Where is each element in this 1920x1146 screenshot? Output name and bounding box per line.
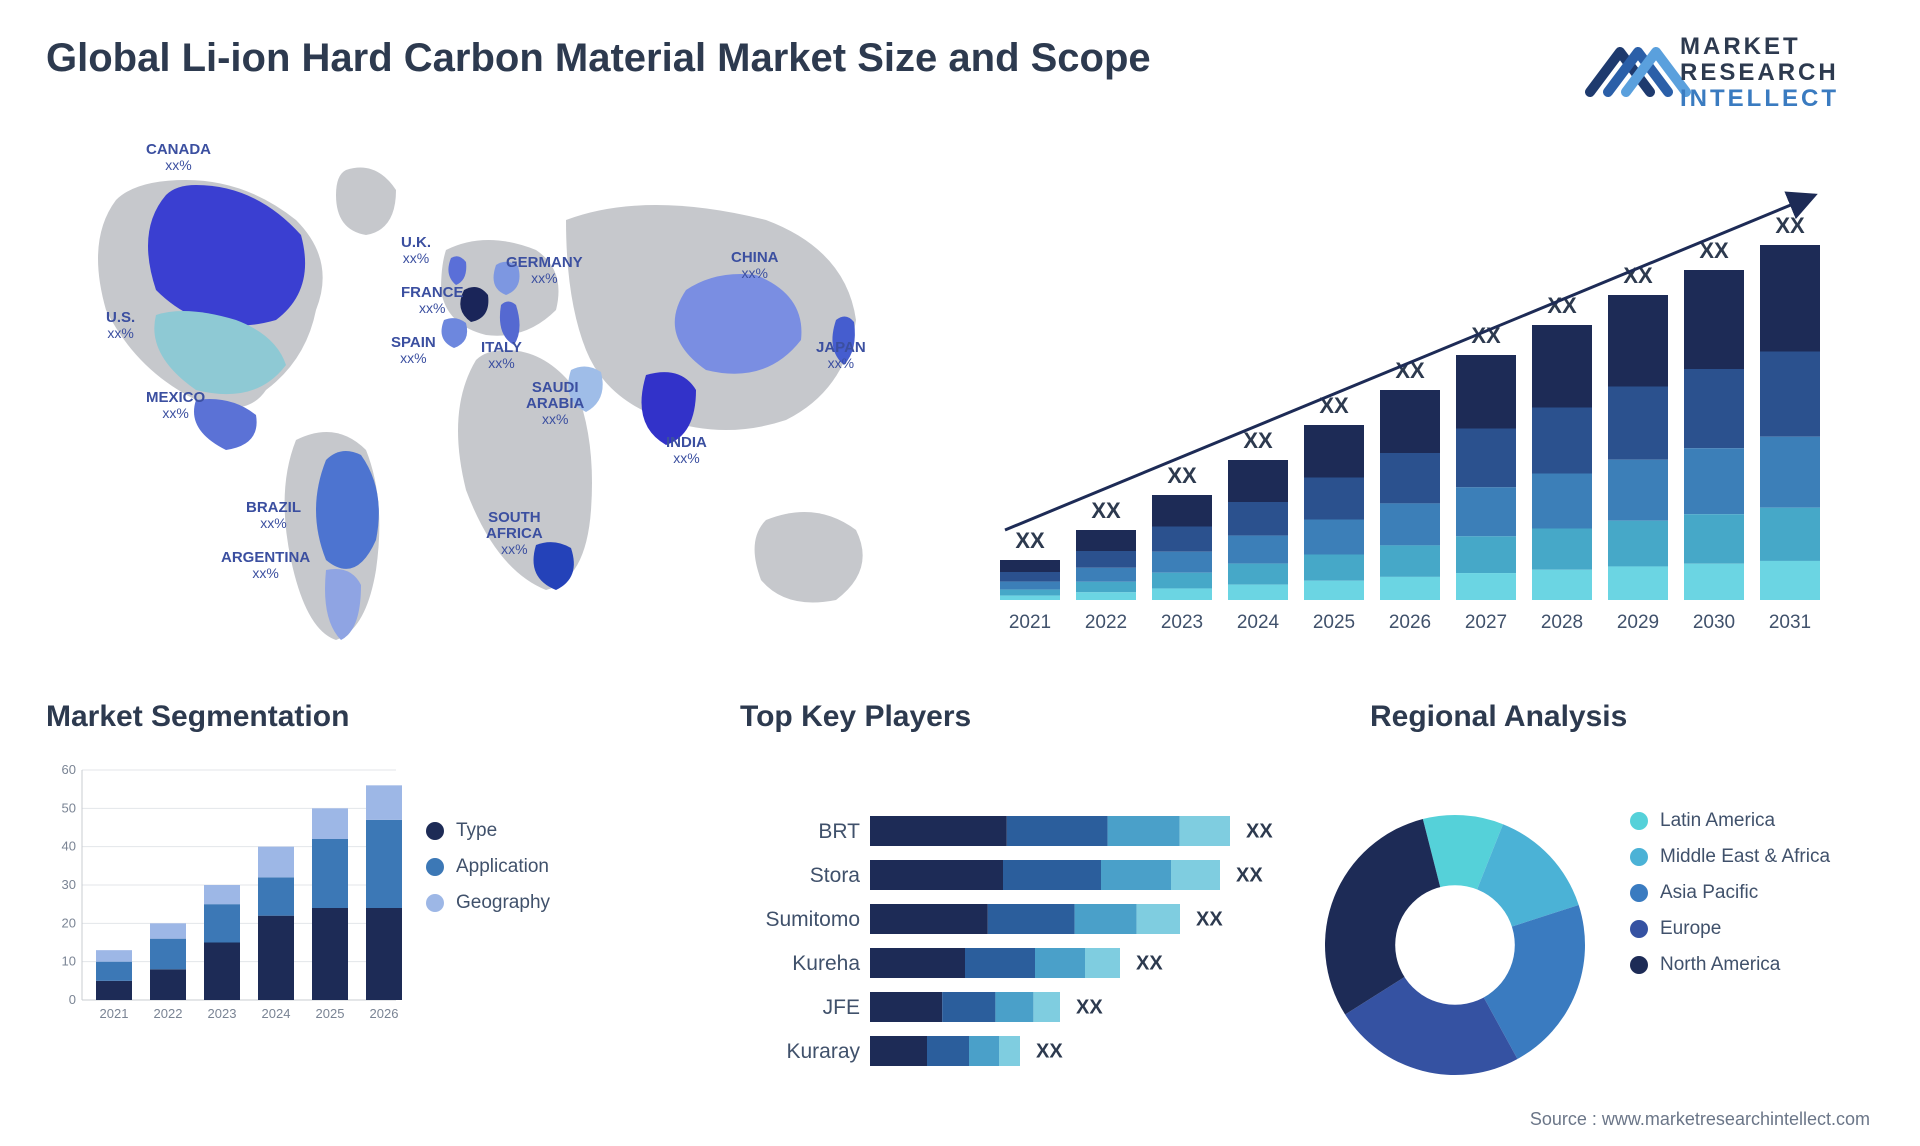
map-label: U.K.xx% — [401, 235, 431, 265]
map-label: CHINAxx% — [731, 250, 779, 280]
svg-text:20: 20 — [62, 915, 76, 930]
legend-item: Middle East & Africa — [1630, 846, 1830, 868]
map-label: SOUTHAFRICAxx% — [486, 510, 543, 556]
player-name: JFE — [690, 986, 860, 1030]
regional-heading: Regional Analysis — [1370, 700, 1627, 734]
map-label: GERMANYxx% — [506, 255, 583, 285]
key-players-chart: BRTStoraSumitomoKurehaJFEKuraray XX XX XX X… — [690, 760, 1310, 1090]
market-size-chart: XX2021XX2022XX2023XX2024XX2025XX2026XX20… — [980, 150, 1840, 660]
svg-text:2021: 2021 — [100, 1006, 129, 1021]
svg-text:2028: 2028 — [1541, 612, 1583, 633]
segmentation-heading: Market Segmentation — [46, 700, 349, 734]
legend-item: Geography — [426, 892, 550, 914]
svg-text:XX: XX — [1015, 528, 1045, 553]
player-name: BRT — [690, 810, 860, 854]
map-label: CANADAxx% — [146, 142, 211, 172]
map-label: MEXICOxx% — [146, 390, 205, 420]
svg-text:2022: 2022 — [154, 1006, 183, 1021]
map-label: SAUDIARABIAxx% — [526, 380, 584, 426]
map-label: JAPANxx% — [816, 340, 866, 370]
segmentation-chart: 0 10 20 30 40 50 60 2021 2022 2023 2024 2025 2026 Ty… — [46, 760, 636, 1090]
legend-item: Application — [426, 856, 550, 878]
svg-text:XX: XX — [1167, 463, 1197, 488]
map-label: FRANCExx% — [401, 285, 464, 315]
segmentation-legend: Type Application Geography — [426, 820, 550, 928]
svg-text:XX: XX — [1236, 865, 1263, 887]
svg-text:2025: 2025 — [1313, 612, 1355, 633]
players-heading: Top Key Players — [740, 700, 971, 734]
map-label: SPAINxx% — [391, 335, 436, 365]
svg-text:XX: XX — [1775, 213, 1805, 238]
player-name: Kuraray — [690, 1030, 860, 1074]
map-label: BRAZILxx% — [246, 500, 301, 530]
svg-text:XX: XX — [1243, 428, 1273, 453]
svg-text:2024: 2024 — [1237, 612, 1280, 633]
svg-text:2026: 2026 — [1389, 612, 1431, 633]
svg-text:MARKET: MARKET — [1680, 33, 1801, 60]
svg-text:2024: 2024 — [262, 1006, 291, 1021]
player-name: Stora — [690, 854, 860, 898]
source-text: Source : www.marketresearchintellect.com — [1530, 1109, 1870, 1130]
legend-item: Asia Pacific — [1630, 882, 1830, 904]
svg-text:2025: 2025 — [316, 1006, 345, 1021]
svg-text:2031: 2031 — [1769, 612, 1811, 633]
svg-text:2027: 2027 — [1465, 612, 1507, 633]
svg-text:XX: XX — [1196, 909, 1223, 931]
svg-text:2026: 2026 — [370, 1006, 399, 1021]
brand-logo: MARKET RESEARCH INTELLECT — [1570, 22, 1870, 122]
player-name: Sumitomo — [690, 898, 860, 942]
map-label: U.S.xx% — [106, 310, 135, 340]
svg-text:0: 0 — [69, 992, 76, 1007]
svg-text:2029: 2029 — [1617, 612, 1659, 633]
svg-text:RESEARCH: RESEARCH — [1680, 59, 1839, 86]
legend-item: Europe — [1630, 918, 1830, 940]
svg-text:XX: XX — [1091, 498, 1121, 523]
svg-text:60: 60 — [62, 762, 76, 777]
svg-text:2021: 2021 — [1009, 612, 1051, 633]
svg-text:30: 30 — [62, 877, 76, 892]
legend-item: North America — [1630, 954, 1830, 976]
legend-item: Type — [426, 820, 550, 842]
svg-text:10: 10 — [62, 954, 76, 969]
svg-text:2023: 2023 — [208, 1006, 237, 1021]
world-map: CANADAxx% U.S.xx% MEXICOxx% BRAZILxx% ARGENT… — [46, 140, 926, 670]
svg-text:XX: XX — [1036, 1041, 1063, 1063]
legend-item: Latin America — [1630, 810, 1830, 832]
svg-text:XX: XX — [1246, 821, 1273, 843]
svg-text:40: 40 — [62, 839, 76, 854]
svg-text:2022: 2022 — [1085, 612, 1127, 633]
svg-text:50: 50 — [62, 800, 76, 815]
svg-text:XX: XX — [1076, 997, 1103, 1019]
map-label: INDIAxx% — [666, 435, 707, 465]
regional-analysis: Latin America Middle East & Africa Asia Pa… — [1310, 760, 1890, 1090]
svg-text:2023: 2023 — [1161, 612, 1203, 633]
regional-legend: Latin America Middle East & Africa Asia Pa… — [1630, 810, 1830, 990]
svg-text:2030: 2030 — [1693, 612, 1735, 633]
map-label: ARGENTINAxx% — [221, 550, 310, 580]
page-title: Global Li-ion Hard Carbon Material Marke… — [46, 36, 1151, 81]
player-name: Kureha — [690, 942, 860, 986]
svg-text:XX: XX — [1136, 953, 1163, 975]
map-label: ITALYxx% — [481, 340, 522, 370]
svg-text:INTELLECT: INTELLECT — [1680, 85, 1839, 112]
